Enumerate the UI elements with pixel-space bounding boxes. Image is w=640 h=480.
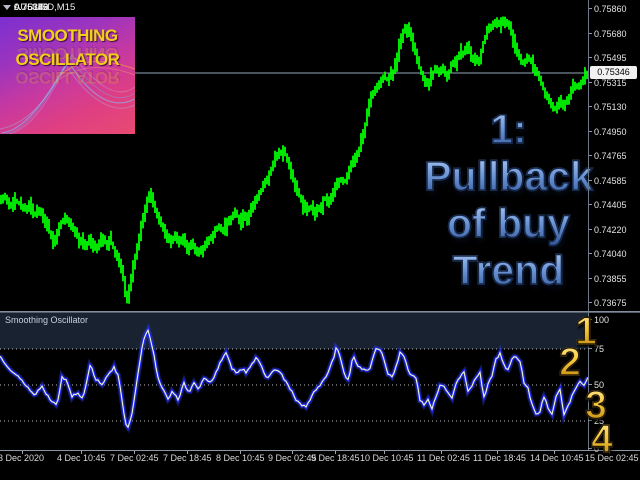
price-scale-tick (588, 180, 592, 181)
time-axis-label: 15 Dec 02:45 (585, 453, 639, 463)
time-axis-label: 7 Dec 02:45 (110, 453, 159, 463)
oscillator-scale-tick (588, 448, 592, 449)
oscillator-scale-tick (588, 319, 592, 320)
time-axis-separator (0, 450, 640, 451)
time-axis-label: 14 Dec 10:45 (530, 453, 584, 463)
price-scale-label: 0.74950 (594, 127, 627, 137)
price-scale-tick (588, 253, 592, 254)
time-axis-tick (497, 450, 498, 454)
price-scale-tick (588, 8, 592, 9)
pane-separator[interactable] (0, 311, 640, 313)
time-axis-tick (609, 450, 610, 454)
time-axis-tick (22, 450, 23, 454)
oscillator-scale-tick (588, 420, 592, 421)
price-scale-label: 0.74405 (594, 200, 627, 210)
overbought-zone-band (0, 313, 588, 349)
price-scale-tick (588, 82, 592, 83)
time-axis-tick (81, 450, 82, 454)
price-open: 0.75356 (14, 2, 49, 13)
time-axis-label: 4 Dec 10:45 (57, 453, 106, 463)
time-axis-label: 10 Dec 10:45 (360, 453, 414, 463)
oscillator-scale-label: 100 (594, 315, 610, 325)
oscillator-pane[interactable] (0, 313, 588, 450)
time-axis-label: 7 Dec 18:45 (163, 453, 212, 463)
time-axis-tick (187, 450, 188, 454)
time-axis-label: 9 Dec 18:45 (311, 453, 360, 463)
annotation-line: of buy (406, 199, 611, 247)
time-axis-label: 11 Dec 18:45 (473, 453, 526, 463)
oscillator-title: Smoothing Oscillator (5, 315, 89, 325)
annotation-line: Trend (406, 246, 611, 294)
symbol-dropdown-icon[interactable] (3, 5, 11, 10)
annotation-line: 1: (406, 105, 611, 153)
logo-title-line2: OSCILLATOR (15, 50, 120, 69)
price-scale-label: 0.75860 (594, 4, 627, 14)
zone-number: 2 (558, 340, 581, 385)
price-scale-tick (588, 33, 592, 34)
indicator-logo: SMOOTHING SMOOTHING OSCILLATOR OSCILLATO… (0, 17, 135, 134)
price-scale-label: 0.74040 (594, 249, 627, 259)
price-scale-label: 0.75130 (594, 102, 627, 112)
oscillator-scale-label: 25 (594, 416, 604, 426)
price-scale-tick (588, 106, 592, 107)
current-price-box: 0.75346 (590, 66, 637, 79)
price-high: 0.75372 (14, 2, 49, 13)
price-low: 0.75340 (14, 2, 49, 13)
price-scale-tick (588, 57, 592, 58)
price-close: 0.75346 (14, 2, 49, 13)
price-scale-tick (588, 131, 592, 132)
price-scale-label: 0.74585 (594, 176, 627, 186)
time-axis-tick (441, 450, 442, 454)
time-axis-label: 3 Dec 2020 (0, 453, 45, 463)
oscillator-scale-label: 0 (594, 444, 599, 454)
price-scale-label: 0.75680 (594, 29, 627, 39)
candlestick-series (0, 16, 588, 304)
time-axis-tick (240, 450, 241, 454)
price-scale-tick (588, 204, 592, 205)
zone-number: 1 (574, 309, 597, 354)
price-scale-label: 0.73855 (594, 274, 627, 284)
time-axis-label: 11 Dec 02:45 (417, 453, 470, 463)
time-axis-label: 9 Dec 02:45 (268, 453, 317, 463)
price-scale-tick (588, 302, 592, 303)
zone-number: 4 (590, 417, 613, 462)
oscillator-scale-tick (588, 348, 592, 349)
price-scale-label: 0.73675 (594, 298, 627, 308)
time-axis-tick (292, 450, 293, 454)
logo-wave-graphic (0, 54, 135, 134)
price-scale-label: 0.75315 (594, 78, 627, 88)
time-axis-tick (554, 450, 555, 454)
zone-number: 3 (584, 383, 607, 428)
logo-title-line1: SMOOTHING (17, 26, 118, 45)
logo-title-line2-reflection: OSCILLATOR (15, 68, 120, 87)
price-scale-label: 0.74220 (594, 225, 627, 235)
price-scale-tick (588, 229, 592, 230)
oscillator-scale-label: 75 (594, 344, 605, 354)
oscillator-scale-tick (588, 384, 592, 385)
time-axis-tick (134, 450, 135, 454)
scale-border (588, 0, 589, 450)
time-axis-tick (384, 450, 385, 454)
price-scale-tick (588, 155, 592, 156)
time-axis-tick (335, 450, 336, 454)
time-axis-label: 8 Dec 10:45 (216, 453, 265, 463)
price-scale-label: 0.75495 (594, 53, 627, 63)
symbol-label: AUDUSD,M15 (14, 2, 76, 13)
oscillator-scale-label: 50 (594, 380, 604, 390)
oscillator-line-core (0, 328, 588, 429)
annotation-line: Pullback (406, 152, 611, 200)
price-scale-tick (588, 278, 592, 279)
price-scale-label: 0.74765 (594, 151, 627, 161)
